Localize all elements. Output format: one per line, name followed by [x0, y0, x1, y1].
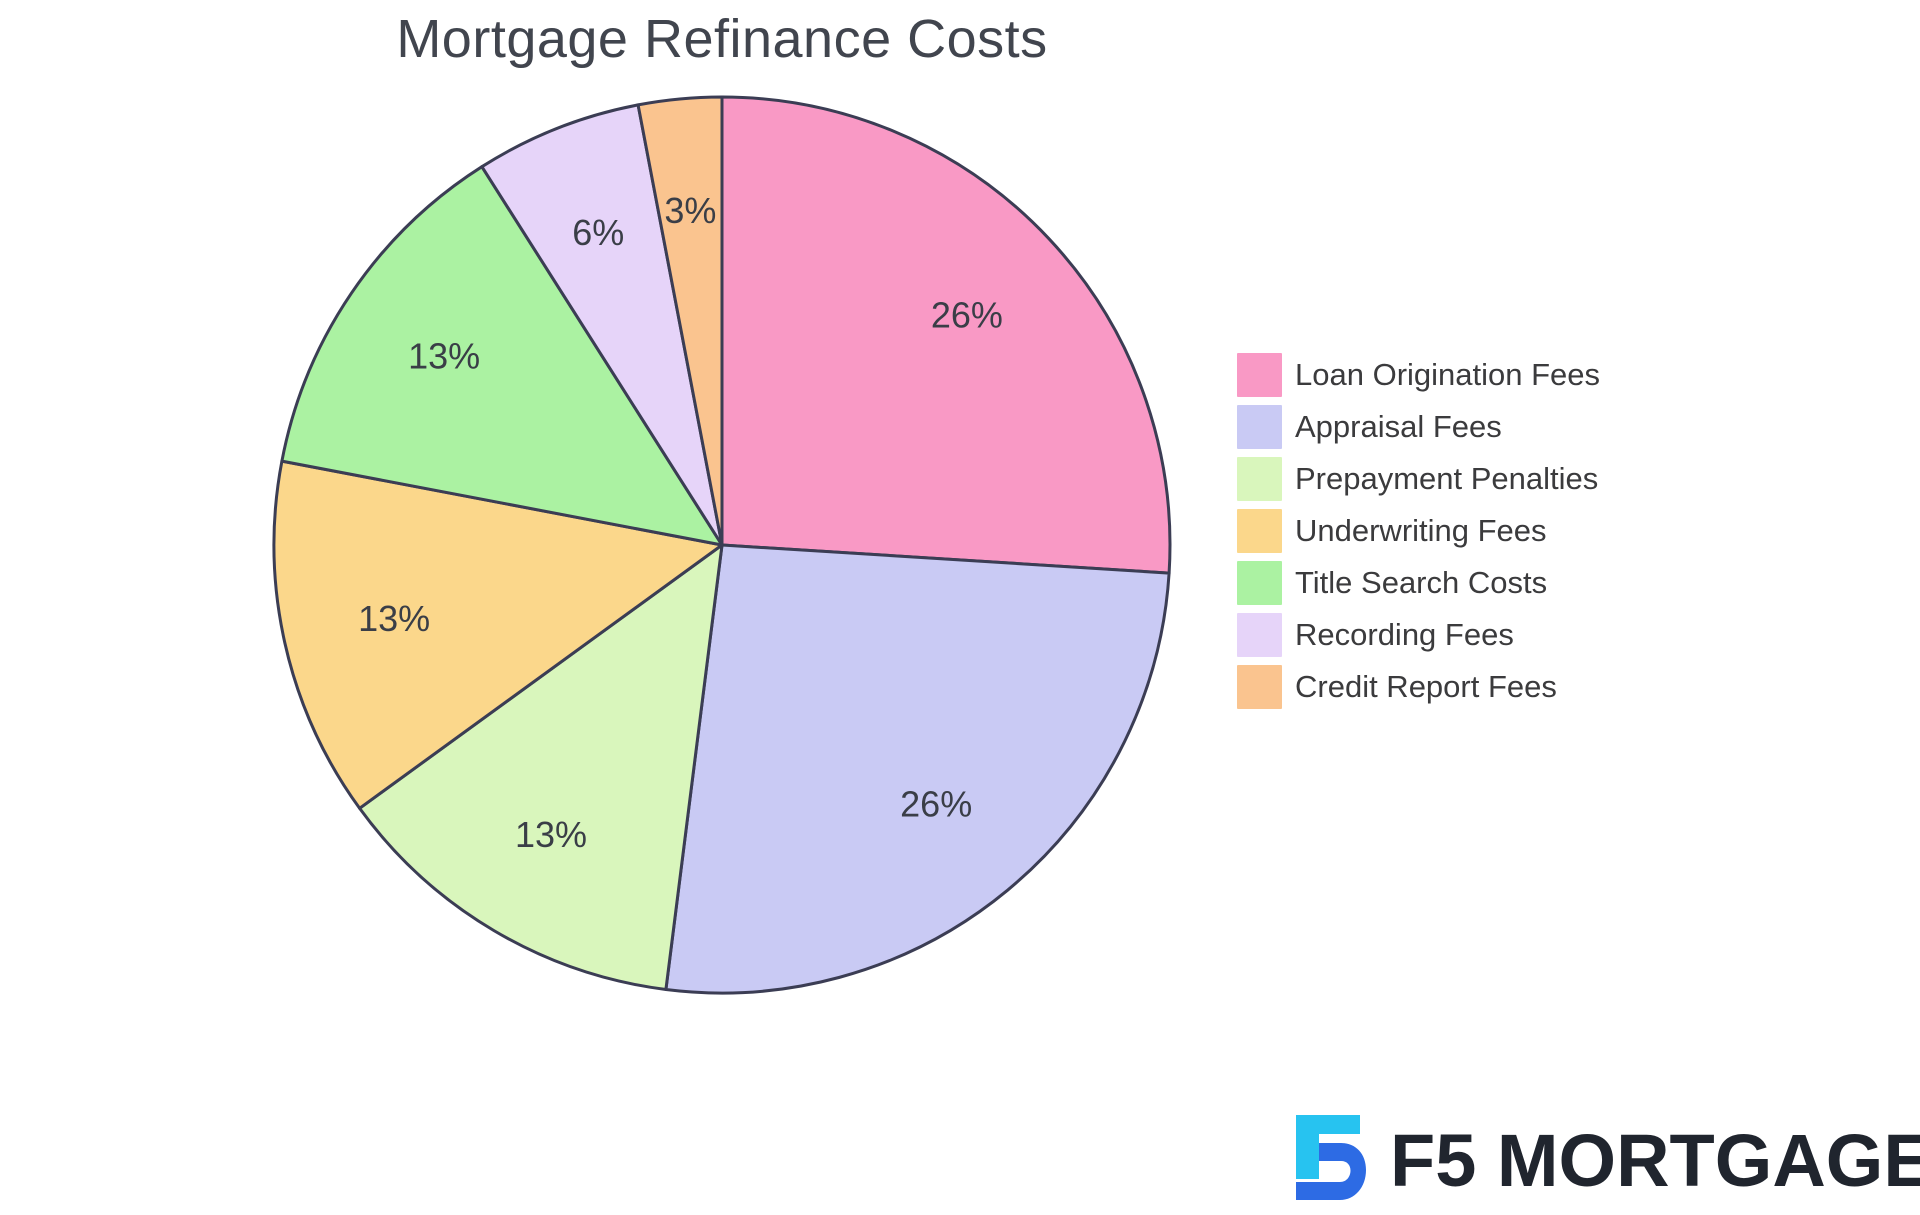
f5-logo-mark: [1296, 1114, 1366, 1200]
pie-slice-pct-label-prepayment-penalties: 13%: [515, 814, 587, 855]
pie-slice-recording-fees: [480, 103, 724, 547]
legend-swatch: [1237, 665, 1282, 709]
legend-label: Title Search Costs: [1295, 565, 1548, 600]
legend-label: Recording Fees: [1295, 617, 1514, 652]
pie-slice-appraisal-fees: [664, 543, 1171, 995]
legend-label: Underwriting Fees: [1295, 513, 1547, 548]
brand-logo: F5 MORTGAGE: [1296, 1112, 1920, 1205]
legend-item: Recording Fees: [1237, 613, 1600, 657]
pie-slice-pct-label-loan-origination-fees: 26%: [931, 295, 1003, 336]
legend-swatch: [1237, 613, 1282, 657]
pie-slice-credit-report-fees: [636, 95, 724, 547]
pie-slice-pct-label-underwriting-fees: 13%: [358, 598, 430, 639]
pie-slice-pct-label-recording-fees: 6%: [572, 212, 624, 253]
legend-item: Title Search Costs: [1237, 561, 1600, 605]
pie-slice-pct-label-title-search-costs: 13%: [408, 336, 480, 377]
legend-label: Loan Origination Fees: [1295, 357, 1601, 392]
legend: Loan Origination Fees Appraisal Fees Pre…: [1237, 353, 1600, 709]
pie-slice-underwriting-fees: [272, 459, 724, 810]
legend-item: Appraisal Fees: [1237, 405, 1600, 449]
legend-swatch: [1237, 353, 1282, 397]
pie-slice-title-search-costs: [280, 165, 724, 547]
pie-slice-pct-label-credit-report-fees: 3%: [664, 190, 716, 231]
legend-swatch: [1237, 561, 1282, 605]
legend-swatch: [1237, 509, 1282, 553]
logo-mark-top-bar: [1296, 1114, 1360, 1179]
legend-item: Prepayment Penalties: [1237, 457, 1600, 501]
brand-logo-text: F5 MORTGAGE: [1390, 1118, 1920, 1202]
legend-item: Loan Origination Fees: [1237, 353, 1600, 397]
legend-label: Credit Report Fees: [1295, 669, 1557, 704]
legend-label: Appraisal Fees: [1295, 409, 1502, 444]
logo-mark-bowl: [1296, 1142, 1366, 1200]
legend-item: Underwriting Fees: [1237, 509, 1600, 553]
pie-slice-loan-origination-fees: [720, 95, 1172, 575]
legend-label: Prepayment Penalties: [1295, 461, 1599, 496]
pie-slice-pct-label-appraisal-fees: 26%: [900, 784, 972, 825]
legend-swatch: [1237, 457, 1282, 501]
pie-slice-prepayment-penalties: [358, 543, 724, 991]
legend-swatch: [1237, 405, 1282, 449]
chart-title: Mortgage Refinance Costs: [396, 9, 1048, 69]
legend-item: Credit Report Fees: [1237, 665, 1600, 709]
